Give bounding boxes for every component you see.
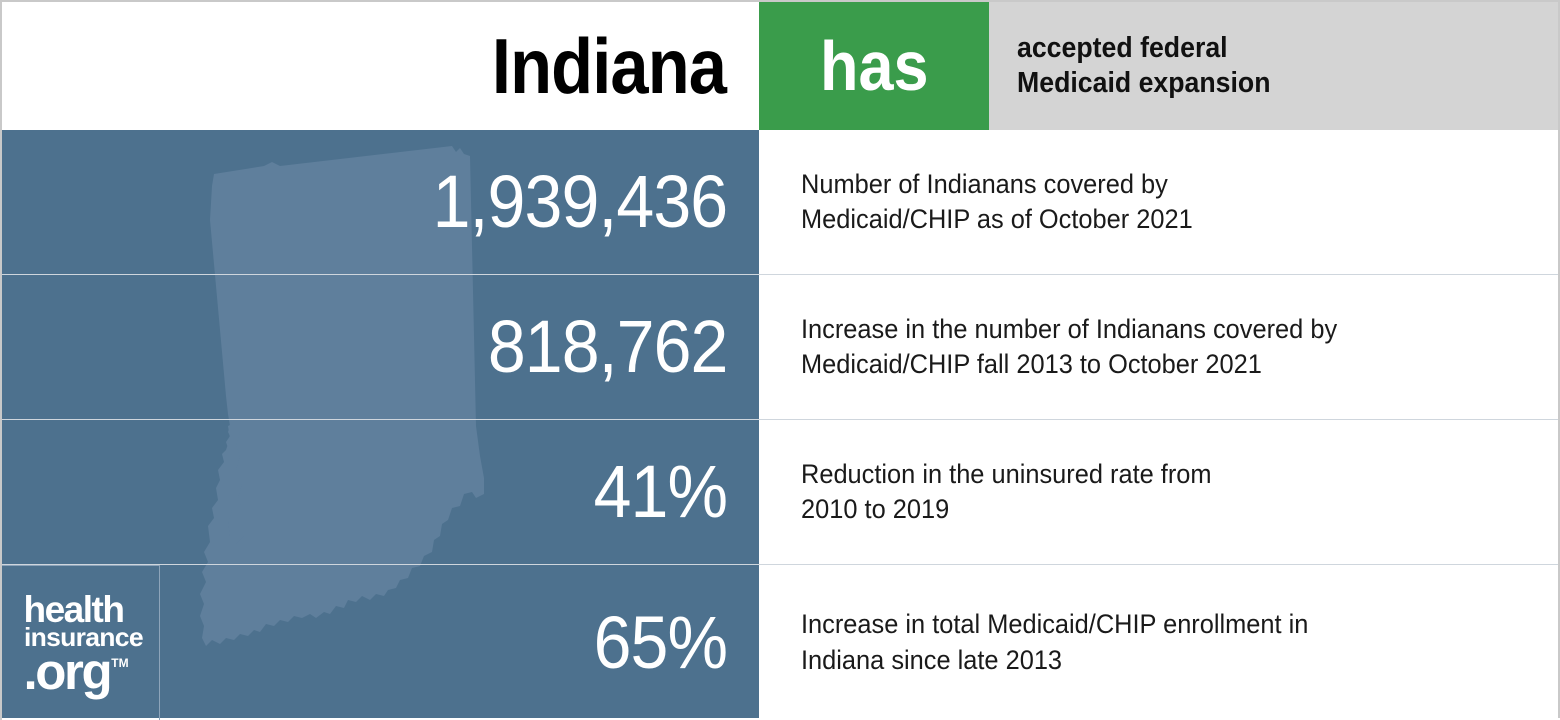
status-badge-label: has — [819, 27, 929, 105]
logo-line-insurance: insurance — [23, 621, 144, 652]
bottom-edge-spacer — [2, 718, 1560, 720]
row-value: 1,939,436 — [432, 160, 728, 243]
table-row: 41% Reduction in the uninsured rate from… — [2, 420, 1558, 565]
row-value: 41% — [593, 450, 727, 533]
row-figure-cell: 41% — [2, 420, 759, 564]
header-description-line-1: accepted federal — [1017, 31, 1228, 64]
header-description-line-2: Medicaid expansion — [1017, 67, 1271, 99]
logo-line-org-row: .org TM — [23, 643, 148, 701]
table-row: 65% Increase in total Medicaid/CHIP enro… — [2, 565, 1558, 720]
row-caption-line-2: 2010 to 2019 — [801, 494, 950, 524]
table-row: 818,762 Increase in the number of Indian… — [2, 275, 1558, 420]
site-logo[interactable]: health insurance .org TM — [2, 565, 160, 720]
row-caption-line-1: Increase in total Medicaid/CHIP enrollme… — [801, 609, 1309, 640]
header-state-cell: Indiana — [2, 2, 759, 130]
header-status-badge: has — [759, 2, 989, 130]
row-value: 65% — [593, 600, 727, 684]
row-caption-line-2: Medicaid/CHIP as of October 2021 — [801, 204, 1193, 234]
row-caption-cell: Increase in the number of Indianans cove… — [759, 275, 1558, 419]
row-caption-cell: Reduction in the uninsured rate from 201… — [759, 420, 1558, 564]
logo-line-org: .org — [23, 643, 113, 701]
row-caption-line-1: Number of Indianans covered by — [801, 168, 1168, 199]
trademark-symbol: TM — [111, 656, 129, 671]
row-caption-line-1: Increase in the number of Indianans cove… — [801, 313, 1338, 344]
row-caption-line-2: Medicaid/CHIP fall 2013 to October 2021 — [801, 349, 1262, 379]
table-row: 1,939,436 Number of Indianans covered by… — [2, 130, 1558, 275]
statistics-body: 1,939,436 Number of Indianans covered by… — [2, 130, 1558, 720]
row-caption-cell: Increase in total Medicaid/CHIP enrollme… — [759, 565, 1558, 720]
row-caption-cell: Number of Indianans covered by Medicaid/… — [759, 130, 1558, 274]
row-caption-line-1: Reduction in the uninsured rate from — [801, 458, 1212, 489]
row-figure-cell: 65% — [2, 565, 759, 720]
row-figure-cell: 818,762 — [2, 275, 759, 419]
header-description-cell: accepted federal Medicaid expansion — [989, 2, 1558, 130]
logo-wordmark: health insurance .org TM — [14, 588, 148, 701]
row-figure-cell: 1,939,436 — [2, 130, 759, 274]
logo-line-health: health — [23, 588, 125, 630]
page-title: Indiana — [491, 22, 727, 110]
row-caption-line-2: Indiana since late 2013 — [801, 644, 1063, 675]
row-value: 818,762 — [487, 305, 728, 388]
header-banner: Indiana has accepted federal Medicaid ex… — [2, 2, 1558, 130]
statistics-rows: 1,939,436 Number of Indianans covered by… — [2, 130, 1558, 720]
